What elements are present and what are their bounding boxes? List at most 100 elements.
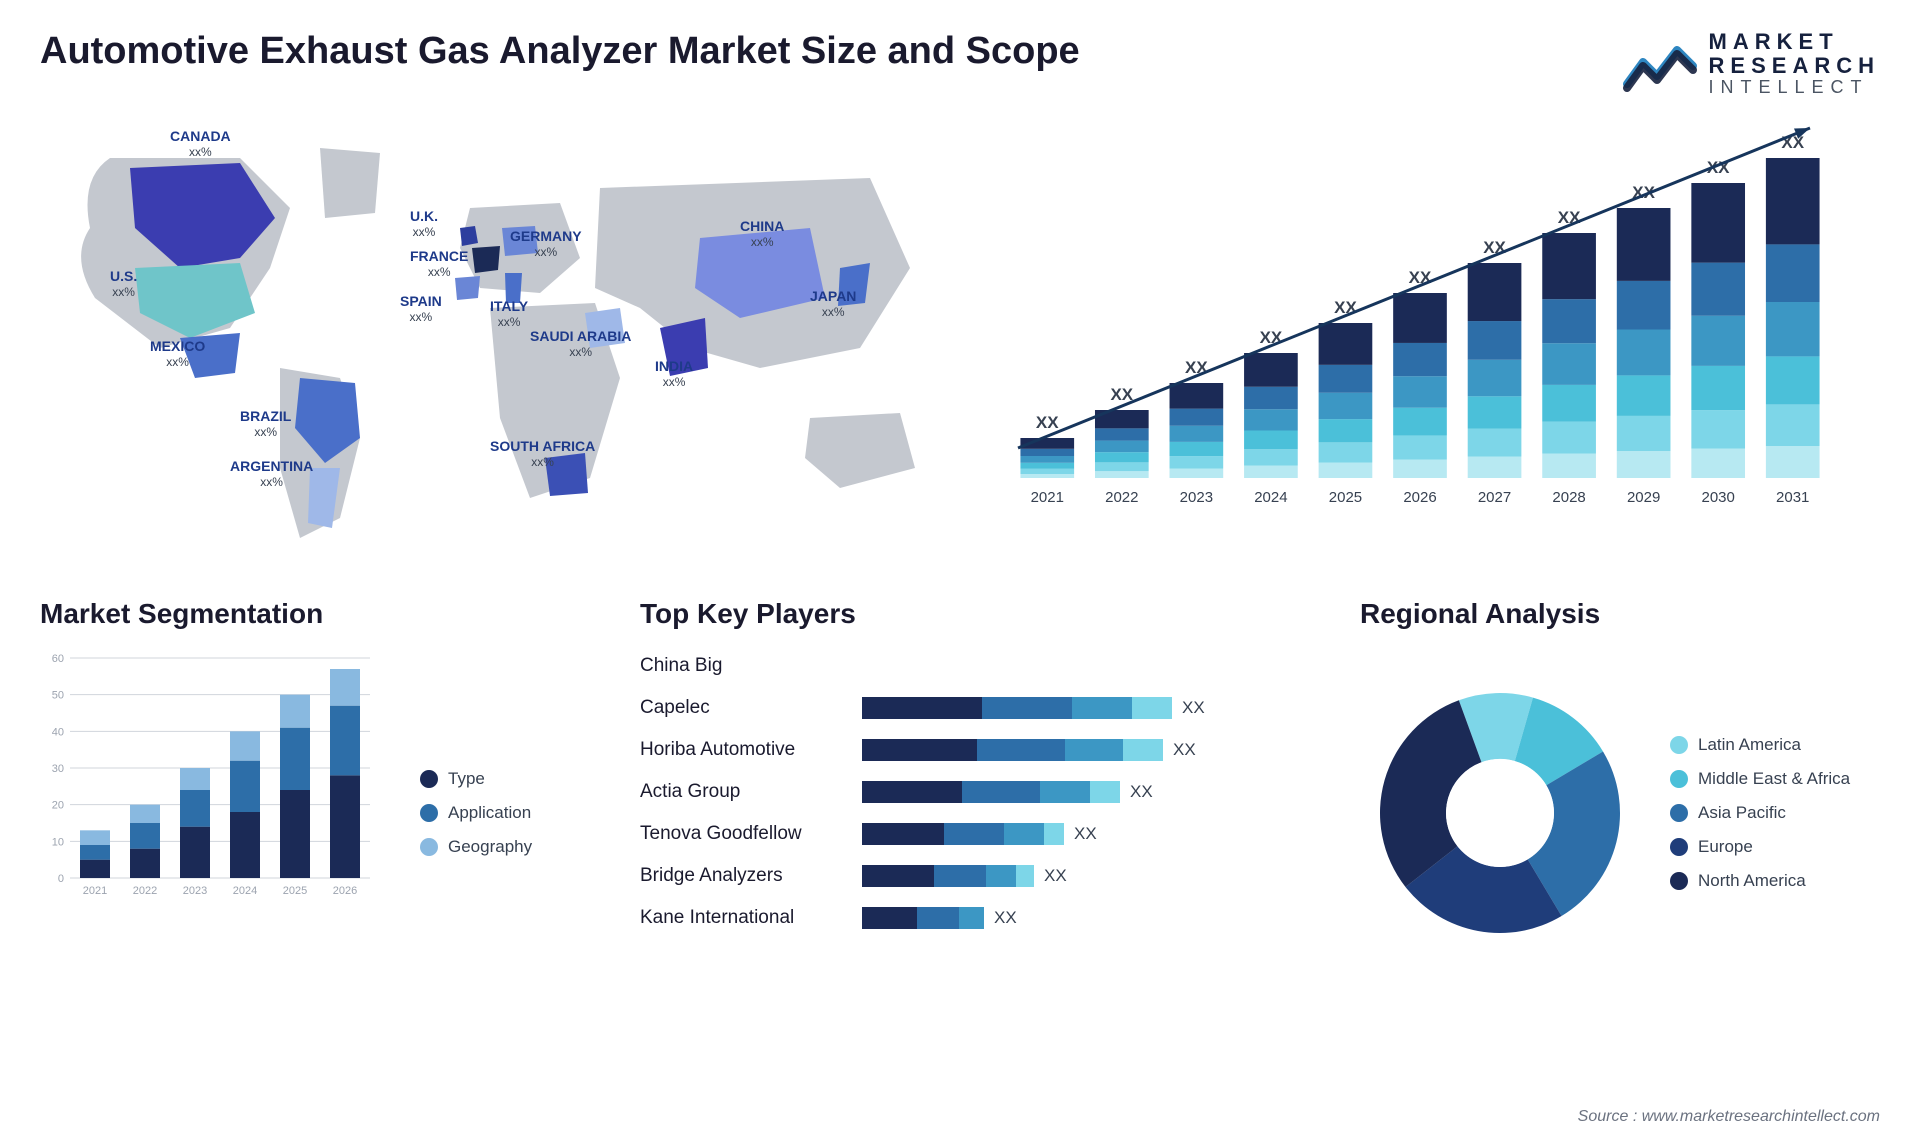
player-bar-segment (1123, 739, 1163, 761)
player-bar-wrap: XX (862, 739, 1320, 761)
svg-text:50: 50 (52, 690, 64, 702)
player-bar-segment (1072, 697, 1132, 719)
regional-legend-item: Latin America (1670, 735, 1850, 755)
regional-legend-item: Middle East & Africa (1670, 769, 1850, 789)
player-bar-segment (982, 697, 1072, 719)
player-row: Horiba AutomotiveXX (640, 732, 1320, 768)
map-label-mexico: MEXICOxx% (150, 338, 205, 369)
players-panel: Top Key Players China BigCapelecXXHoriba… (640, 598, 1320, 978)
map-label-india: INDIAxx% (655, 358, 693, 389)
legend-label: Type (448, 769, 485, 789)
regional-title: Regional Analysis (1360, 598, 1880, 630)
player-bar-wrap: XX (862, 865, 1320, 887)
svg-text:2025: 2025 (1329, 489, 1362, 506)
svg-text:2028: 2028 (1552, 489, 1585, 506)
legend-swatch-icon (1670, 736, 1688, 754)
player-bar-segment (986, 865, 1016, 887)
player-bar-segment (962, 781, 1040, 803)
players-list: China BigCapelecXXHoriba AutomotiveXXAct… (640, 648, 1320, 936)
svg-text:30: 30 (52, 763, 64, 775)
svg-text:0: 0 (58, 873, 64, 885)
regional-legend: Latin America Middle East & Africa Asia Pa… (1670, 735, 1850, 891)
logo-line-3: INTELLECT (1709, 78, 1880, 98)
legend-label: Europe (1698, 837, 1753, 857)
player-bar-segment (934, 865, 986, 887)
map-label-italy: ITALYxx% (490, 298, 528, 329)
svg-text:2027: 2027 (1478, 489, 1511, 506)
player-bar-wrap: XX (862, 907, 1320, 929)
legend-label: Asia Pacific (1698, 803, 1786, 823)
legend-label: Latin America (1698, 735, 1801, 755)
player-bar-segment (1065, 739, 1123, 761)
logo-text: MARKET RESEARCH INTELLECT (1709, 30, 1880, 98)
segmentation-legend-item: Geography (420, 837, 532, 857)
segmentation-title: Market Segmentation (40, 598, 600, 630)
player-bar-segment (862, 781, 962, 803)
svg-text:2029: 2029 (1627, 489, 1660, 506)
svg-text:2026: 2026 (333, 885, 357, 897)
player-name: Bridge Analyzers (640, 865, 850, 887)
player-bar-segment (862, 865, 934, 887)
map-label-germany: GERMANYxx% (510, 228, 582, 259)
map-label-saudi-arabia: SAUDI ARABIAxx% (530, 328, 631, 359)
player-bar (862, 865, 1034, 887)
player-name: Actia Group (640, 781, 850, 803)
player-bar-segment (944, 823, 1004, 845)
legend-label: Middle East & Africa (1698, 769, 1850, 789)
legend-swatch-icon (420, 838, 438, 856)
segmentation-legend-item: Type (420, 769, 532, 789)
logo-line-2: RESEARCH (1709, 54, 1880, 78)
segmentation-legend-item: Application (420, 803, 532, 823)
svg-text:40: 40 (52, 727, 64, 739)
svg-text:2030: 2030 (1701, 489, 1734, 506)
map-label-u-s-: U.S.xx% (110, 268, 137, 299)
svg-text:2024: 2024 (1254, 489, 1287, 506)
player-value: XX (994, 908, 1017, 928)
legend-label: North America (1698, 871, 1806, 891)
source-attribution: Source : www.marketresearchintellect.com (1578, 1108, 1880, 1126)
map-label-argentina: ARGENTINAxx% (230, 458, 313, 489)
svg-text:XX: XX (1185, 358, 1208, 377)
player-bar-segment (862, 697, 982, 719)
players-title: Top Key Players (640, 598, 1320, 630)
map-label-canada: CANADAxx% (170, 128, 231, 159)
svg-text:20: 20 (52, 800, 64, 812)
logo-line-1: MARKET (1709, 30, 1880, 54)
player-name: Tenova Goodfellow (640, 823, 850, 845)
legend-swatch-icon (1670, 804, 1688, 822)
header: Automotive Exhaust Gas Analyzer Market S… (40, 30, 1880, 98)
player-value: XX (1173, 740, 1196, 760)
svg-text:2022: 2022 (133, 885, 157, 897)
svg-text:10: 10 (52, 837, 64, 849)
legend-swatch-icon (1670, 838, 1688, 856)
map-label-south-africa: SOUTH AFRICAxx% (490, 438, 595, 469)
legend-swatch-icon (1670, 770, 1688, 788)
svg-text:60: 60 (52, 653, 64, 665)
player-value: XX (1130, 782, 1153, 802)
player-bar-segment (1090, 781, 1120, 803)
top-section: CANADAxx%U.S.xx%MEXICOxx%BRAZILxx%ARGENT… (40, 118, 1880, 558)
map-label-u-k-: U.K.xx% (410, 208, 438, 239)
player-row: Kane International XX (640, 900, 1320, 936)
player-bar (862, 907, 984, 929)
player-bar-segment (862, 739, 977, 761)
page-title: Automotive Exhaust Gas Analyzer Market S… (40, 30, 1080, 73)
player-value: XX (1074, 824, 1097, 844)
regional-panel: Regional Analysis Latin America Middle Ea… (1360, 598, 1880, 978)
segmentation-chart-svg: 0102030405060202120222023202420252026 (40, 648, 400, 938)
regional-legend-item: Europe (1670, 837, 1850, 857)
map-label-france: FRANCExx% (410, 248, 468, 279)
svg-text:2023: 2023 (183, 885, 207, 897)
growth-chart-svg: XX2021XX2022XX2023XX2024XX2025XX2026XX20… (1000, 118, 1840, 548)
player-bar-segment (1044, 823, 1064, 845)
legend-swatch-icon (1670, 872, 1688, 890)
svg-text:2022: 2022 (1105, 489, 1138, 506)
player-name: Kane International (640, 907, 850, 929)
player-name: Capelec (640, 697, 850, 719)
player-value: XX (1044, 866, 1067, 886)
player-bar-wrap: XX (862, 781, 1320, 803)
segmentation-legend: Type Application Geography (420, 648, 532, 978)
regional-donut-svg (1360, 673, 1640, 953)
svg-text:2023: 2023 (1180, 489, 1213, 506)
player-bar-wrap: XX (862, 823, 1320, 845)
